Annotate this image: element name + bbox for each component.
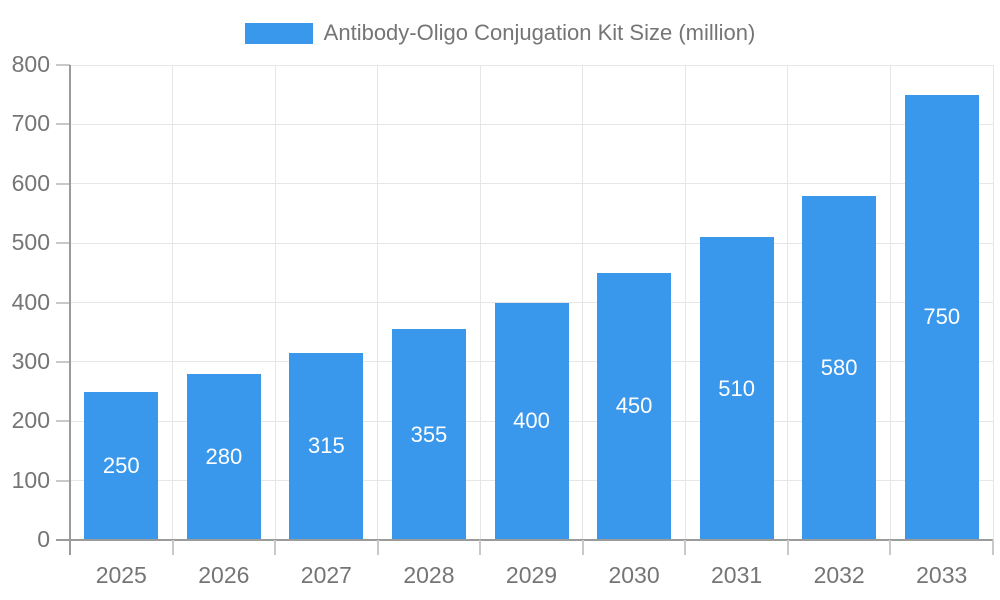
- x-axis-tick: [992, 540, 994, 555]
- v-gridline: [582, 65, 584, 540]
- y-tick-label: 600: [11, 169, 50, 196]
- x-axis-tick: [274, 540, 277, 555]
- bar[interactable]: 750: [904, 94, 979, 540]
- y-axis-tick: [56, 479, 70, 482]
- y-tick-label: 800: [11, 51, 50, 77]
- v-gridline: [787, 65, 789, 540]
- x-tick-label: 2032: [813, 562, 865, 588]
- bar-value-label: 355: [410, 421, 448, 447]
- y-tick-label: 200: [11, 407, 50, 434]
- y-tick-label: 500: [11, 229, 50, 256]
- bar[interactable]: 510: [699, 237, 774, 540]
- bar[interactable]: 315: [289, 352, 364, 540]
- x-axis-tick: [376, 540, 379, 555]
- bar-value-label: 510: [718, 375, 755, 401]
- v-gridline: [889, 65, 891, 540]
- h-gridline: [70, 242, 993, 244]
- x-tick-label: 2025: [95, 562, 147, 588]
- legend-label: Antibody-Oligo Conjugation Kit Size (mil…: [323, 20, 756, 45]
- y-tick-label: 100: [11, 466, 50, 493]
- y-tick-label: 700: [11, 110, 50, 137]
- y-axis-line: [69, 65, 71, 555]
- bar-value-label: 280: [205, 443, 243, 469]
- y-tick-label: 400: [11, 288, 50, 315]
- x-tick-label: 2031: [711, 562, 763, 588]
- y-tick-label: 300: [11, 347, 50, 374]
- legend[interactable]: Antibody-Oligo Conjugation Kit Size (mil…: [0, 20, 1000, 46]
- bar[interactable]: 280: [186, 373, 261, 540]
- v-gridline: [172, 65, 174, 540]
- v-gridline: [377, 65, 379, 540]
- bar[interactable]: 400: [494, 302, 569, 540]
- bar[interactable]: 355: [391, 329, 466, 540]
- y-axis-tick: [56, 123, 70, 126]
- bar-value-label: 400: [513, 408, 550, 434]
- bar-value-label: 750: [923, 304, 961, 330]
- y-axis-tick: [56, 420, 70, 423]
- x-axis-tick: [684, 540, 687, 555]
- bar-value-label: 250: [102, 452, 140, 478]
- h-gridline: [70, 183, 993, 185]
- y-axis-tick: [56, 360, 70, 363]
- x-axis-tick: [889, 540, 892, 555]
- x-tick-label: 2033: [916, 562, 968, 588]
- legend-swatch-icon: [244, 22, 313, 44]
- y-axis-tick: [56, 64, 70, 66]
- bar[interactable]: 450: [597, 272, 672, 540]
- bar[interactable]: 250: [84, 391, 159, 540]
- y-axis-tick: [56, 182, 70, 185]
- plot-area: 250 280 315 355 400 450 510 580 750: [70, 64, 994, 540]
- v-gridline: [479, 65, 481, 540]
- v-gridline: [992, 65, 994, 540]
- x-tick-label: 2030: [608, 562, 660, 588]
- bar-value-label: 580: [820, 354, 858, 380]
- bar[interactable]: 580: [802, 195, 877, 540]
- bar-value-label: 315: [308, 433, 345, 459]
- x-axis-tick: [581, 540, 584, 555]
- y-axis-tick: [56, 539, 70, 541]
- y-axis-tick: [56, 242, 70, 245]
- x-tick-label: 2026: [198, 562, 250, 588]
- x-axis-tick: [171, 540, 174, 555]
- x-tick-label: 2027: [300, 562, 352, 588]
- x-axis-tick: [786, 540, 789, 555]
- y-axis-tick: [56, 301, 70, 304]
- v-gridline: [274, 65, 276, 540]
- y-tick-label: 0: [37, 526, 50, 552]
- x-axis-tick: [479, 540, 482, 555]
- x-tick-label: 2028: [403, 562, 455, 588]
- bar-value-label: 450: [615, 393, 653, 419]
- x-tick-label: 2029: [505, 562, 558, 588]
- x-axis-line: [70, 539, 993, 541]
- v-gridline: [684, 65, 686, 540]
- h-gridline: [70, 64, 993, 66]
- h-gridline: [70, 123, 993, 125]
